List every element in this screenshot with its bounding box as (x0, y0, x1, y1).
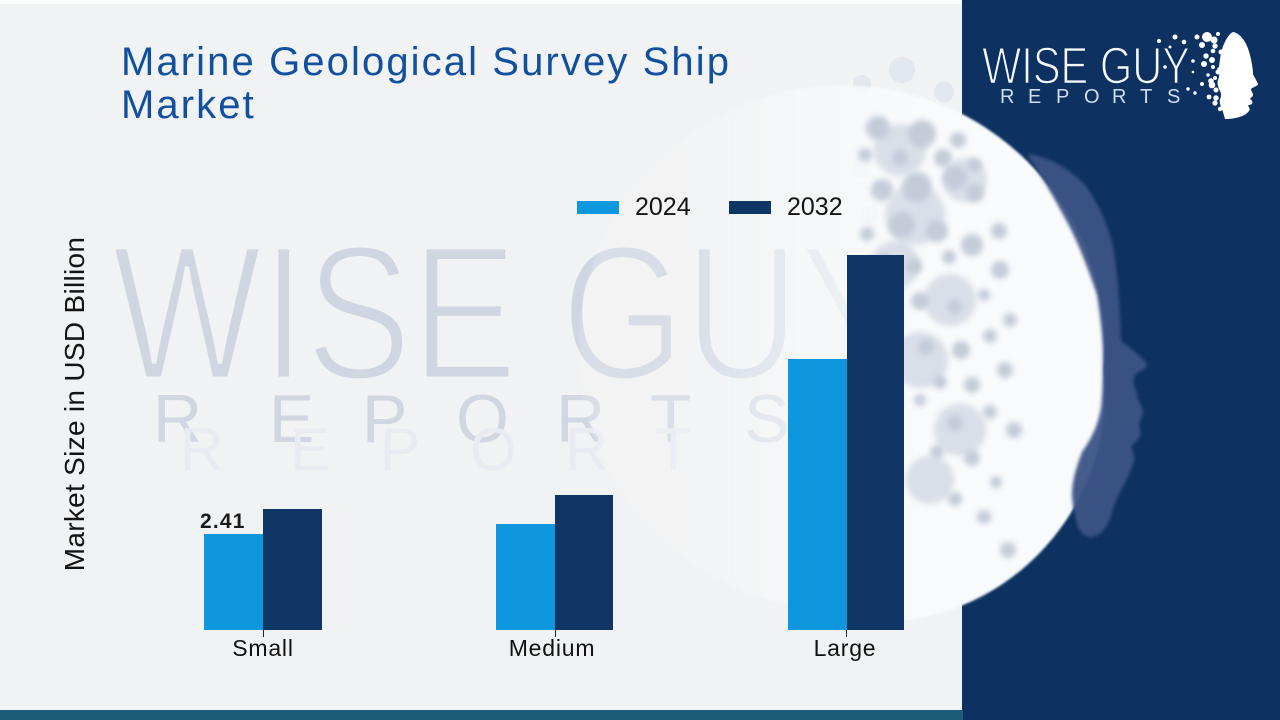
svg-text:R: R (1000, 86, 1014, 108)
svg-text:O: O (470, 416, 517, 483)
svg-text:P: P (362, 381, 407, 457)
svg-text:R: R (180, 416, 223, 483)
svg-text:T: T (1140, 86, 1152, 108)
svg-text:P: P (1056, 86, 1069, 108)
svg-text:R: R (153, 381, 202, 457)
svg-text:O: O (456, 381, 509, 457)
svg-text:P: P (380, 416, 420, 483)
svg-text:R: R (1112, 86, 1126, 108)
svg-text:O: O (1084, 86, 1100, 108)
svg-text:E: E (290, 416, 330, 483)
svg-text:E: E (1028, 86, 1041, 108)
svg-text:S: S (1167, 86, 1180, 108)
svg-text:E: E (269, 381, 314, 457)
svg-text:WISE GUY: WISE GUY (982, 38, 1190, 96)
